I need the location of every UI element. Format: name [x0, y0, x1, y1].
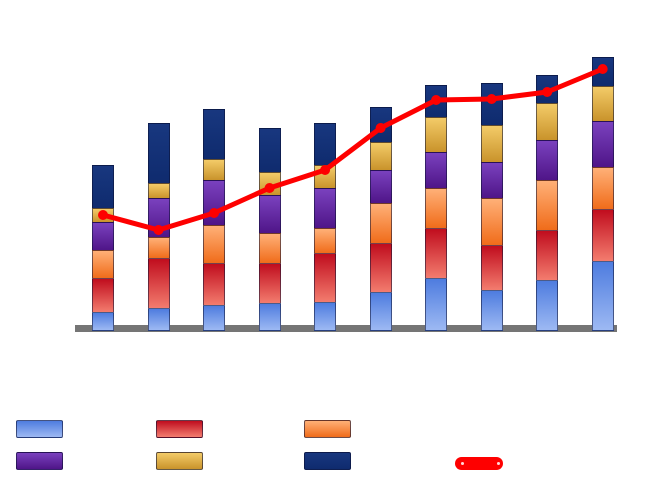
- legend-swatch-gold: [156, 452, 203, 470]
- segment-lightblue: [369, 292, 392, 331]
- segment-lightblue: [258, 303, 281, 331]
- segment-red: [480, 245, 503, 290]
- legend-swatch-orange: [304, 420, 351, 438]
- segment-lightblue: [314, 302, 337, 331]
- legend-swatch-lightblue: [16, 420, 63, 438]
- segment-red: [92, 278, 114, 312]
- segment-red: [258, 263, 281, 303]
- segment-red: [147, 258, 170, 308]
- segment-lightblue: [480, 290, 503, 331]
- segment-red: [203, 263, 226, 305]
- legend-swatch-red-line: [455, 457, 503, 470]
- segment-red: [314, 253, 337, 302]
- segment-lightblue: [92, 312, 114, 331]
- segment-lightblue: [591, 261, 614, 331]
- legend-swatch-purple: [16, 452, 63, 470]
- segment-red: [369, 243, 392, 292]
- x-axis-line: [75, 325, 617, 332]
- line-swatch-marker-dot: [497, 462, 500, 465]
- line-swatch-marker-dot: [461, 462, 464, 465]
- segment-lightblue: [147, 308, 170, 331]
- segment-lightblue: [425, 278, 448, 331]
- segment-orange: [92, 250, 114, 278]
- segment-orange: [258, 233, 281, 263]
- segment-orange: [147, 237, 170, 258]
- segment-lightblue: [536, 280, 559, 331]
- legend-swatch-red: [156, 420, 203, 438]
- legend-swatch-navy: [304, 452, 351, 470]
- segment-lightblue: [203, 305, 226, 331]
